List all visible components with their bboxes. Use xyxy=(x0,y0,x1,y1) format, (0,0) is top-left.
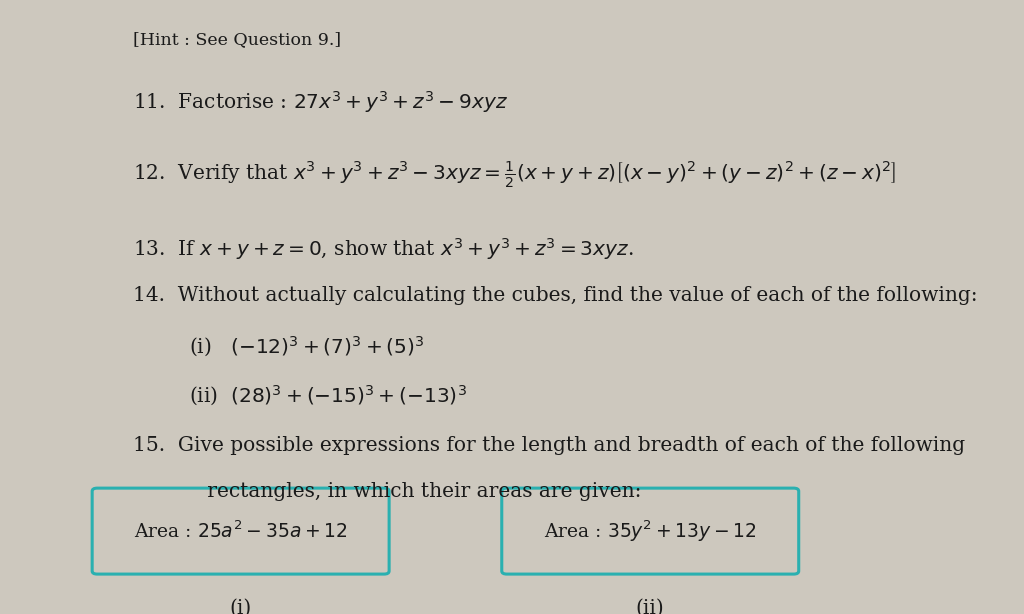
Text: 11.  Factorise : $27x^3 + y^3 + z^3 - 9xyz$: 11. Factorise : $27x^3 + y^3 + z^3 - 9xy… xyxy=(133,89,508,115)
Text: (ii): (ii) xyxy=(636,599,665,614)
Text: [Hint : See Question 9.]: [Hint : See Question 9.] xyxy=(133,31,341,48)
Text: 12.  Verify that $x^3 + y^3 + z^3 - 3xyz = \frac{1}{2}(x + y + z)\left[(x-y)^2 +: 12. Verify that $x^3 + y^3 + z^3 - 3xyz … xyxy=(133,160,896,190)
Text: (i): (i) xyxy=(229,599,252,614)
Text: (ii)  $(28)^3 + (-15)^3 + (-13)^3$: (ii) $(28)^3 + (-15)^3 + (-13)^3$ xyxy=(189,384,467,408)
FancyBboxPatch shape xyxy=(92,488,389,574)
Text: rectangles, in which their areas are given:: rectangles, in which their areas are giv… xyxy=(169,482,641,501)
FancyBboxPatch shape xyxy=(502,488,799,574)
Text: (i)   $(-12)^3 + (7)^3 + (5)^3$: (i) $(-12)^3 + (7)^3 + (5)^3$ xyxy=(189,335,425,359)
Text: 15.  Give possible expressions for the length and breadth of each of the followi: 15. Give possible expressions for the le… xyxy=(133,436,966,455)
Text: Area : $25a^2 - 35a + 12$: Area : $25a^2 - 35a + 12$ xyxy=(134,520,347,542)
Text: 14.  Without actually calculating the cubes, find the value of each of the follo: 14. Without actually calculating the cub… xyxy=(133,286,978,305)
Text: 13.  If $x + y + z = 0$, show that $x^3 + y^3 + z^3 = 3xyz$.: 13. If $x + y + z = 0$, show that $x^3 +… xyxy=(133,236,634,262)
Text: Area : $35y^2 + 13y - 12$: Area : $35y^2 + 13y - 12$ xyxy=(544,518,757,544)
